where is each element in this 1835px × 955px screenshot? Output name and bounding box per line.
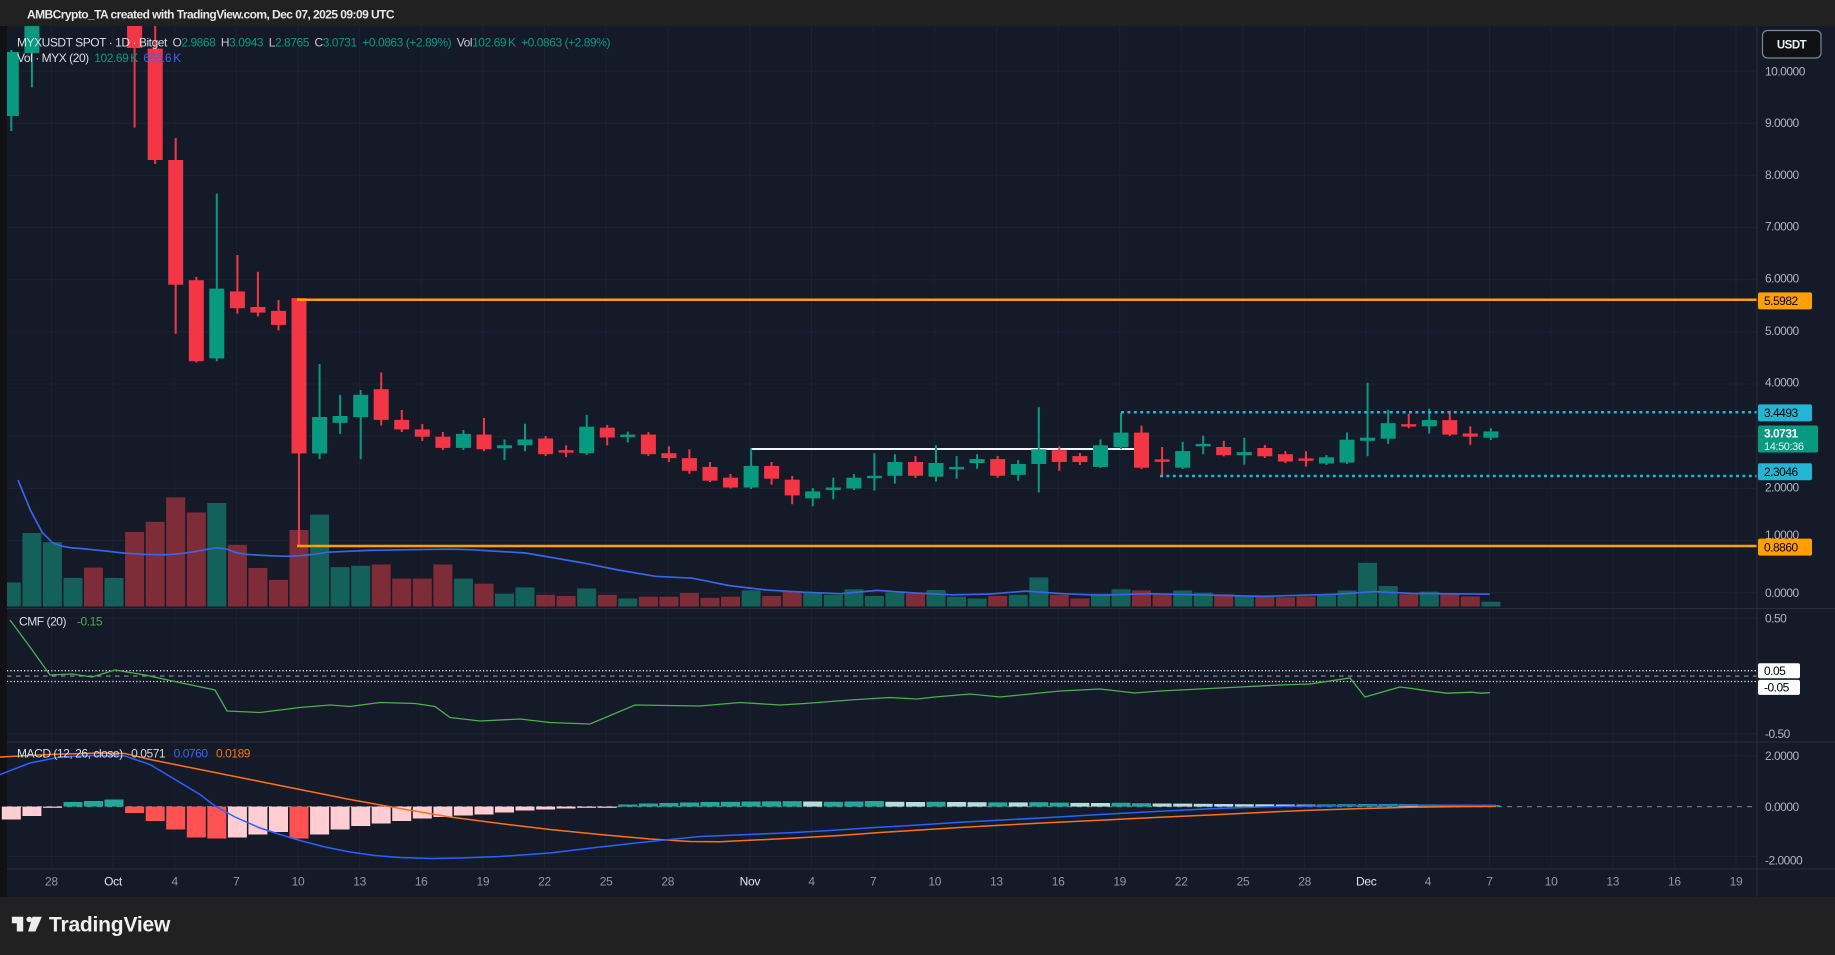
svg-text:7.0000: 7.0000 [1765, 219, 1800, 233]
svg-text:13: 13 [353, 874, 366, 888]
svg-text:16: 16 [1052, 874, 1065, 888]
svg-text:MYXUSDT SPOT · 1D · Bitget O2.: MYXUSDT SPOT · 1D · Bitget O2.9868 H3.09… [17, 35, 610, 49]
svg-text:MACD (12, 26, close) 0.0571: MACD (12, 26, close) 0.0571 0.0760 0.018… [17, 746, 251, 760]
svg-text:25: 25 [600, 874, 613, 888]
svg-text:10: 10 [292, 874, 305, 888]
svg-text:6.0000: 6.0000 [1765, 271, 1800, 285]
svg-text:4: 4 [1425, 874, 1432, 888]
svg-text:1.0000: 1.0000 [1765, 528, 1800, 542]
svg-text:22: 22 [1175, 874, 1188, 888]
svg-text:16: 16 [415, 874, 428, 888]
svg-text:-0.05: -0.05 [1764, 681, 1790, 695]
svg-text:3.4493: 3.4493 [1764, 406, 1799, 420]
svg-text:5.5982: 5.5982 [1764, 294, 1799, 308]
svg-text:CMF (20): CMF (20) [19, 614, 67, 628]
svg-text:5.0000: 5.0000 [1765, 324, 1800, 338]
svg-text:10: 10 [928, 874, 941, 888]
svg-text:TradingView: TradingView [49, 914, 171, 937]
svg-text:10.0000: 10.0000 [1765, 64, 1806, 78]
svg-text:0.0000: 0.0000 [1765, 586, 1800, 600]
svg-text:Nov: Nov [740, 874, 761, 888]
svg-text:7: 7 [1486, 874, 1493, 888]
svg-text:-0.15: -0.15 [77, 614, 103, 628]
svg-text:4: 4 [172, 874, 179, 888]
svg-text:13: 13 [990, 874, 1003, 888]
svg-text:19: 19 [1730, 874, 1743, 888]
svg-text:2.0000: 2.0000 [1765, 749, 1800, 763]
svg-text:0.50: 0.50 [1765, 611, 1787, 625]
svg-text:16: 16 [1668, 874, 1681, 888]
svg-text:9.0000: 9.0000 [1765, 116, 1800, 130]
svg-text:19: 19 [1113, 874, 1126, 888]
svg-text:2.3046: 2.3046 [1764, 465, 1799, 479]
svg-text:0.8860: 0.8860 [1764, 540, 1799, 554]
svg-text:-0.50: -0.50 [1765, 727, 1791, 741]
svg-text:22: 22 [538, 874, 551, 888]
svg-text:7: 7 [233, 874, 240, 888]
svg-text:2.0000: 2.0000 [1765, 481, 1800, 495]
svg-text:3.0731: 3.0731 [1764, 426, 1799, 440]
svg-text:8.0000: 8.0000 [1765, 168, 1800, 182]
svg-text:28: 28 [1298, 874, 1311, 888]
svg-text:28: 28 [45, 874, 58, 888]
svg-text:0.05: 0.05 [1764, 664, 1786, 678]
svg-text:4.0000: 4.0000 [1765, 376, 1800, 390]
svg-text:USDT: USDT [1777, 40, 1807, 52]
svg-text:AMBCrypto_TA created with Trad: AMBCrypto_TA created with TradingView.co… [27, 8, 395, 22]
svg-text:19: 19 [477, 874, 490, 888]
svg-text:28: 28 [661, 874, 674, 888]
svg-text:13: 13 [1606, 874, 1619, 888]
svg-text:10: 10 [1545, 874, 1558, 888]
svg-text:7: 7 [870, 874, 877, 888]
svg-text:0.0000: 0.0000 [1765, 800, 1800, 814]
svg-text:Dec: Dec [1356, 874, 1377, 888]
svg-text:25: 25 [1237, 874, 1250, 888]
svg-text:4: 4 [808, 874, 815, 888]
svg-text:-2.0000: -2.0000 [1765, 853, 1803, 867]
svg-text:Oct: Oct [104, 874, 123, 888]
svg-text:14:50:36: 14:50:36 [1764, 441, 1804, 453]
svg-text:Vol · MYX (20) 102.69 K 665.6: Vol · MYX (20) 102.69 K 665.6 K [17, 51, 181, 65]
